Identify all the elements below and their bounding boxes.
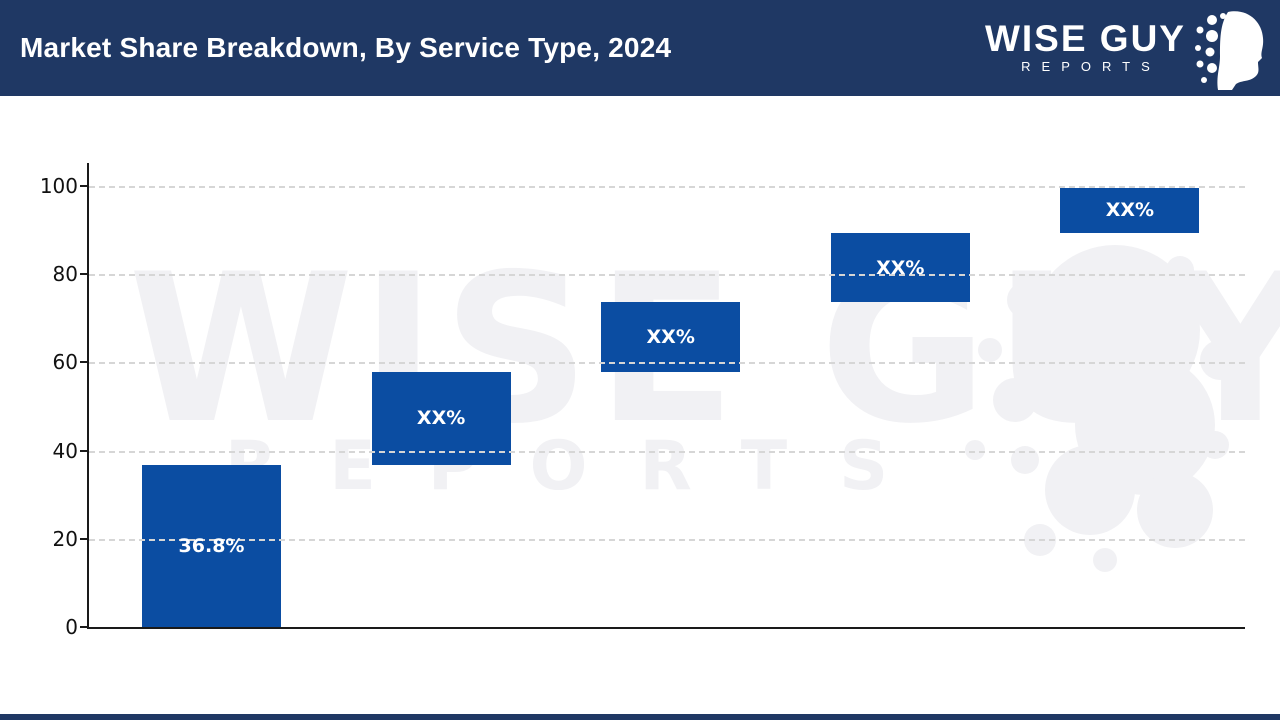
y-tick-mark [80,626,87,628]
gridline-60 [89,362,1245,365]
y-tick-label: 0 [65,615,78,639]
y-tick-label: 80 [52,262,78,287]
y-tick-label: 40 [52,438,78,463]
bar-value-label: 36.8% [178,534,245,557]
y-tick-label: 60 [52,350,78,375]
y-tick-mark [80,273,87,276]
y-tick-label: 20 [52,526,78,551]
watermark-reports-text: REPORTS [225,427,941,506]
logo-reports-text: REPORTS [1021,59,1161,74]
wise-guy-logo: WISE GUY REPORTS [985,6,1280,90]
gridline-80 [89,274,1245,277]
gridline-100 [89,186,1245,188]
y-tick-mark [80,361,87,364]
logo-head-icon [1195,11,1264,90]
page-title: Market Share Breakdown, By Service Type,… [20,32,672,63]
y-axis-line [87,163,89,629]
y-tick-mark [80,537,87,540]
gridline-40 [89,450,1245,453]
y-tick-mark [80,449,87,452]
bar-segment [601,301,741,373]
bar-value-label: XX% [1105,199,1155,222]
bar-value-label: XX% [416,407,466,430]
logo-wiseguy-text: WISE GUY [984,18,1186,59]
bar-segment [371,372,511,465]
y-tick-mark [80,185,87,187]
x-axis-line [87,627,1245,629]
watermark-head-icon [965,245,1240,572]
header-bar: Market Share Breakdown, By Service Type,… [0,0,1280,96]
bar-segment [1060,187,1200,234]
bar-segment [830,233,970,302]
bar-value-label: XX% [876,256,925,279]
y-tick-label: 100 [39,174,78,198]
bar-segment [142,464,281,627]
bar-value-label: XX% [646,326,695,349]
gridline-20 [89,538,1245,541]
footer-bar [0,714,1280,720]
